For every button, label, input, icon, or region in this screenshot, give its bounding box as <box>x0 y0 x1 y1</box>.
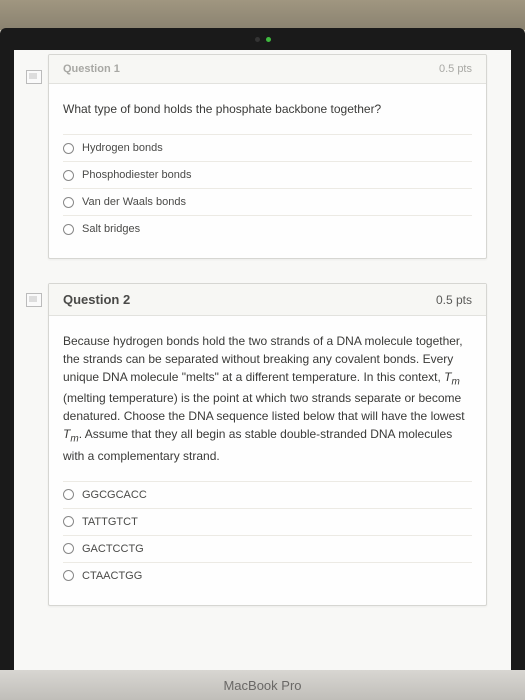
question-1-body: What type of bond holds the phosphate ba… <box>49 84 486 258</box>
radio-icon[interactable] <box>63 543 74 554</box>
laptop-model-label: MacBook Pro <box>223 678 301 693</box>
radio-icon[interactable] <box>63 143 74 154</box>
q1-option-row[interactable]: Salt bridges <box>63 215 472 242</box>
laptop-bottom-bezel: MacBook Pro <box>0 670 525 700</box>
q2-option-row[interactable]: CTAACTGG <box>63 562 472 589</box>
question-2-body: Because hydrogen bonds hold the two stra… <box>49 316 486 605</box>
q2-option-row[interactable]: TATTGTCT <box>63 508 472 535</box>
question-1-title: Question 1 <box>63 63 120 75</box>
question-2-card: Question 2 0.5 pts Because hydrogen bond… <box>48 283 487 606</box>
q2-prompt-text: (melting temperature) is the point at wh… <box>63 391 465 423</box>
q2-option-label: CTAACTGG <box>82 570 142 582</box>
radio-icon[interactable] <box>63 197 74 208</box>
q2-prompt-text: . Assume that they all begin as stable d… <box>63 427 452 462</box>
camera-bar <box>0 28 525 50</box>
question-1-points: 0.5 pts <box>439 63 472 75</box>
radio-icon[interactable] <box>63 570 74 581</box>
q1-option-row[interactable]: Phosphodiester bonds <box>63 161 472 188</box>
radio-icon[interactable] <box>63 489 74 500</box>
question-2-title: Question 2 <box>63 292 130 307</box>
q1-option-row[interactable]: Hydrogen bonds <box>63 134 472 161</box>
quiz-content: Question 1 0.5 pts What type of bond hol… <box>14 50 511 640</box>
q2-option-label: GGCGCACC <box>82 489 147 501</box>
photo-background <box>0 0 525 30</box>
q1-option-label: Phosphodiester bonds <box>82 169 191 181</box>
q2-option-row[interactable]: GACTCCTG <box>63 535 472 562</box>
radio-icon[interactable] <box>63 170 74 181</box>
q1-option-label: Hydrogen bonds <box>82 142 163 154</box>
question-1-prompt: What type of bond holds the phosphate ba… <box>63 100 472 118</box>
camera-dot <box>255 37 260 42</box>
radio-icon[interactable] <box>63 516 74 527</box>
radio-icon[interactable] <box>63 224 74 235</box>
tm-symbol: Tm <box>63 427 79 441</box>
q2-option-row[interactable]: GGCGCACC <box>63 481 472 508</box>
screen-area: Question 1 0.5 pts What type of bond hol… <box>14 50 511 670</box>
q1-option-label: Salt bridges <box>82 223 140 235</box>
q1-option-row[interactable]: Van der Waals bonds <box>63 188 472 215</box>
question-1-card: Question 1 0.5 pts What type of bond hol… <box>48 54 487 259</box>
q2-prompt-text: Because hydrogen bonds hold the two stra… <box>63 334 463 384</box>
laptop-frame: Question 1 0.5 pts What type of bond hol… <box>0 28 525 700</box>
q2-option-label: GACTCCTG <box>82 543 144 555</box>
question-1-header: Question 1 0.5 pts <box>49 55 486 84</box>
question-2-points: 0.5 pts <box>436 293 472 307</box>
q2-option-label: TATTGTCT <box>82 516 138 528</box>
question-2-header: Question 2 0.5 pts <box>49 284 486 316</box>
camera-led-icon <box>266 37 271 42</box>
flag-icon[interactable] <box>26 293 42 307</box>
flag-icon[interactable] <box>26 70 42 84</box>
q1-option-label: Van der Waals bonds <box>82 196 186 208</box>
question-2-prompt: Because hydrogen bonds hold the two stra… <box>63 332 472 465</box>
tm-symbol: Tm <box>444 370 460 384</box>
